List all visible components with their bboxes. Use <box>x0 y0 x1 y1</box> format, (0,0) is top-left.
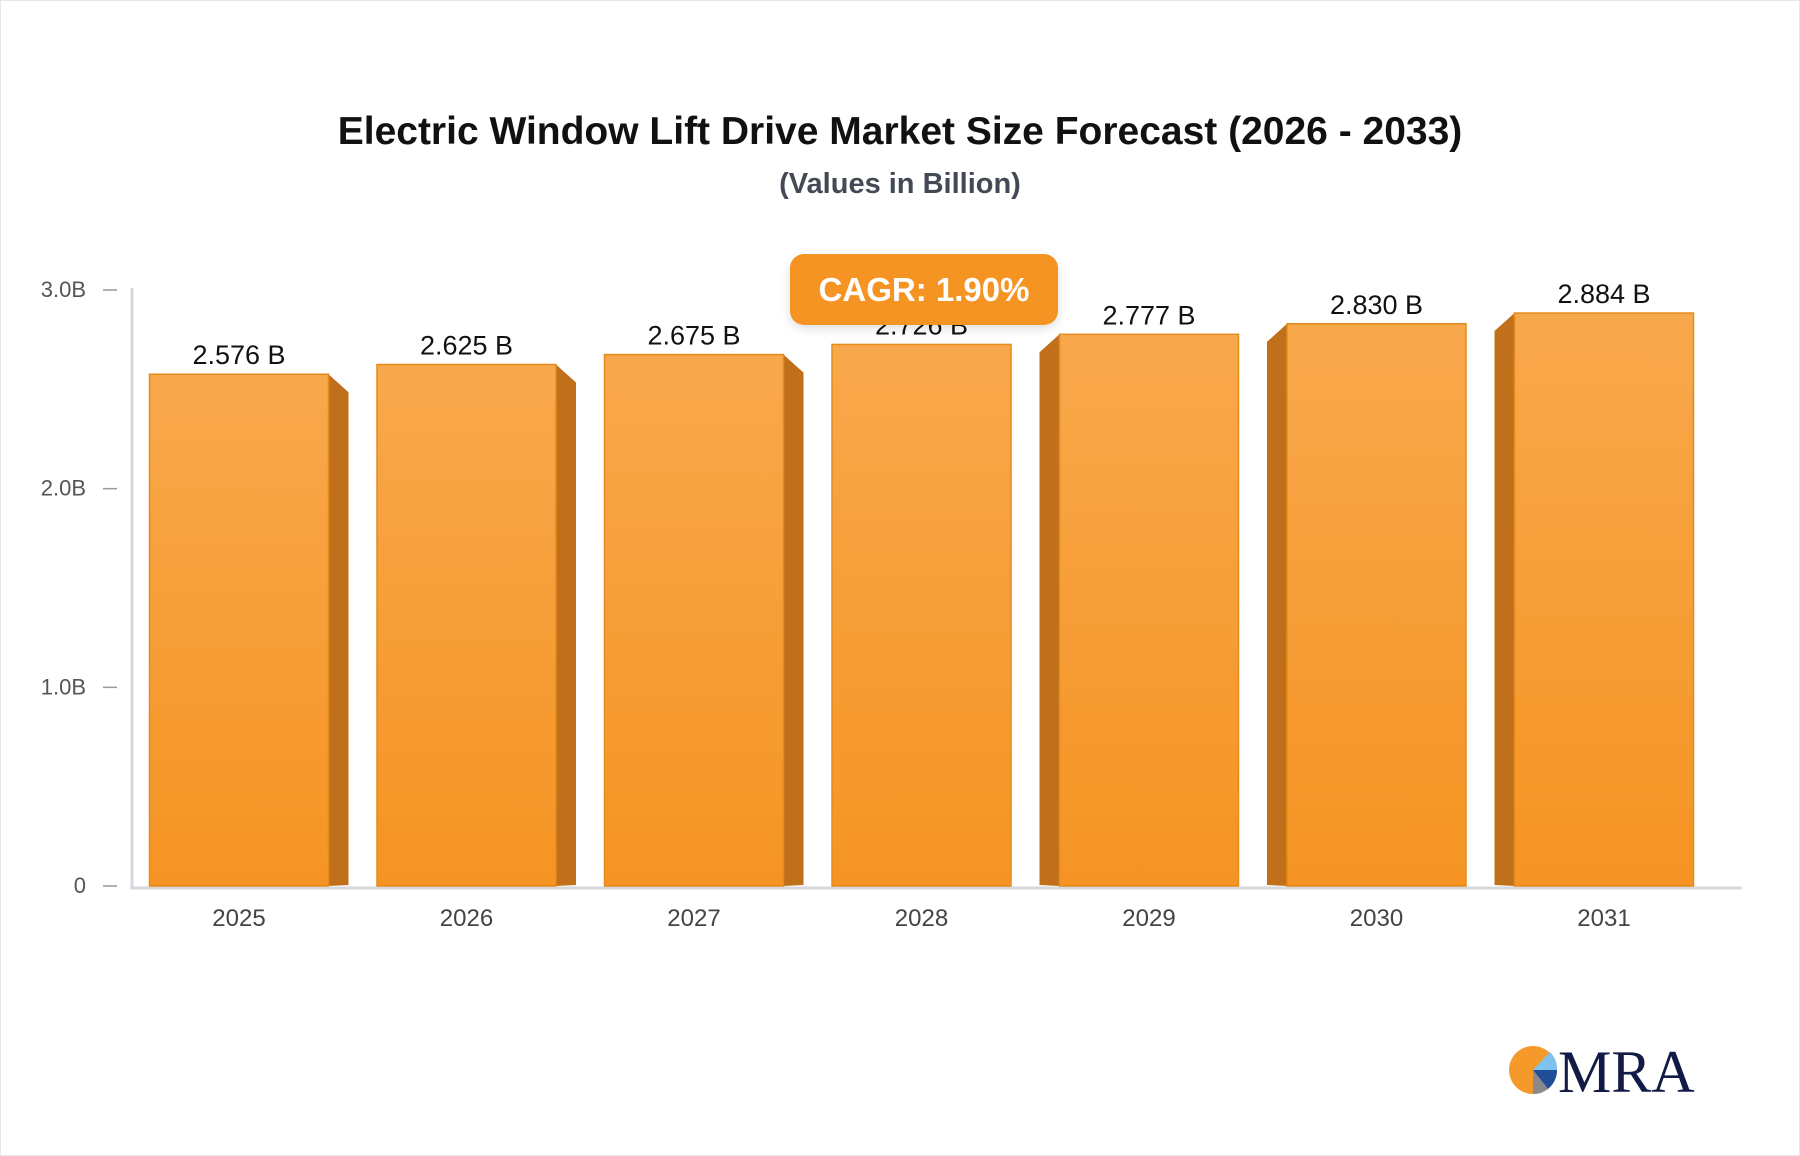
x-tick-label: 2028 <box>895 905 948 932</box>
y-tick-label: 2.0B <box>41 476 86 501</box>
data-label: 2.830 B <box>1330 290 1423 320</box>
data-label: 2.777 B <box>1102 300 1195 330</box>
y-tick-label: 0 <box>74 873 86 898</box>
data-label: 2.576 B <box>192 340 285 370</box>
bar <box>603 353 785 887</box>
bar-side <box>783 354 804 887</box>
chart-title: Electric Window Lift Drive Market Size F… <box>337 110 1463 153</box>
x-tick-label: 2026 <box>440 905 493 932</box>
bar <box>1286 323 1467 887</box>
chart-subtitle: (Values in Billion) <box>779 168 1021 200</box>
x-tick-label: 2031 <box>1577 905 1630 932</box>
mra-logo: MRA <box>1506 1040 1696 1100</box>
bar <box>148 373 330 887</box>
y-tick-label: 1.0B <box>41 674 86 699</box>
y-tick-label: 3.0B <box>41 277 86 302</box>
x-tick-label: 2029 <box>1122 905 1175 932</box>
bar <box>376 363 557 887</box>
bar-side <box>1494 313 1515 887</box>
logo-text: MRA <box>1558 1040 1695 1100</box>
bar-side <box>1267 323 1287 887</box>
bar-side <box>328 374 349 886</box>
bar-side <box>556 364 576 886</box>
data-label: 2.625 B <box>420 331 513 361</box>
data-label: 2.675 B <box>647 321 740 351</box>
bar <box>1058 333 1240 887</box>
bar <box>831 343 1012 887</box>
bar-side <box>1039 334 1060 886</box>
x-tick-label: 2030 <box>1350 905 1403 932</box>
x-tick-label: 2027 <box>667 905 720 932</box>
bar <box>1513 312 1695 887</box>
x-tick-label: 2025 <box>212 905 265 932</box>
cagr-badge: CAGR: 1.90% <box>790 254 1058 325</box>
data-label: 2.884 B <box>1557 279 1650 309</box>
